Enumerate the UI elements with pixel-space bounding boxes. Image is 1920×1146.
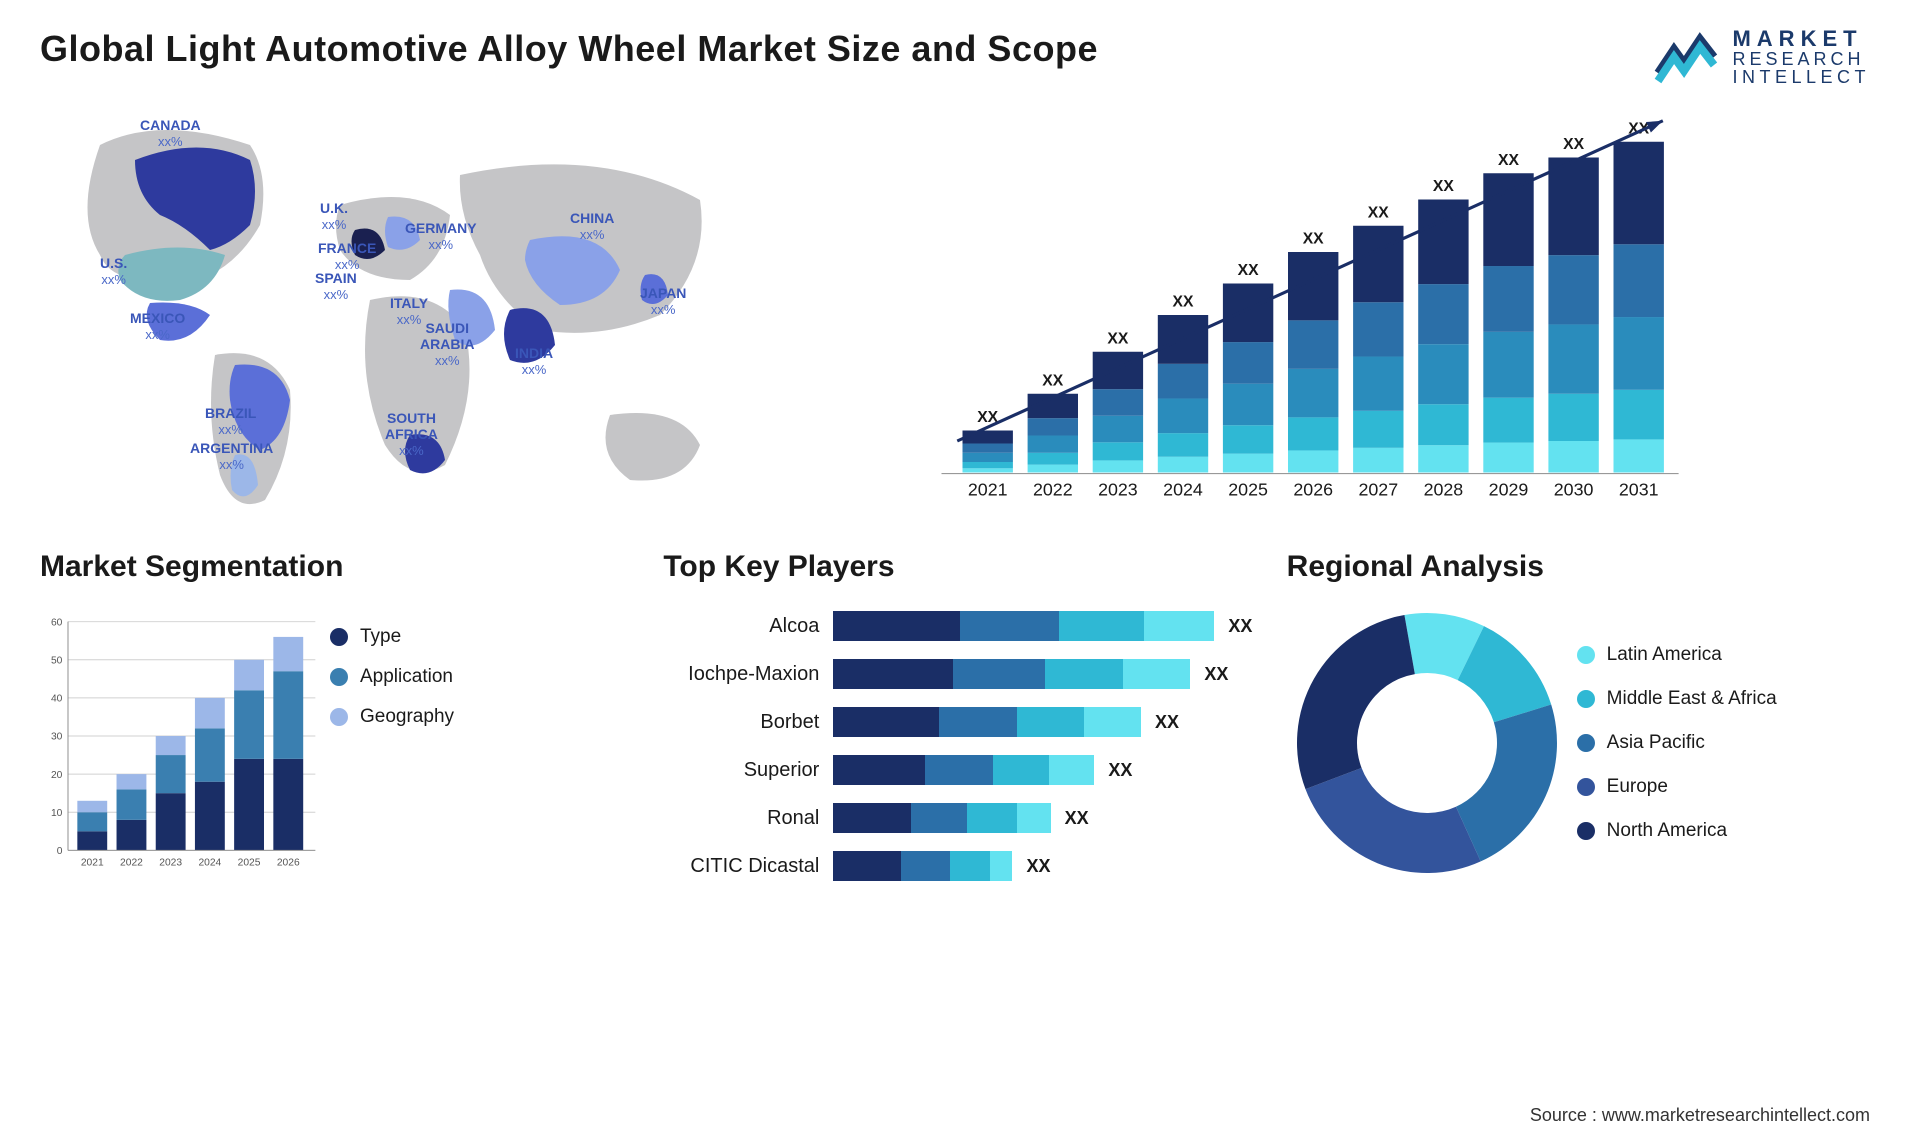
svg-text:XX: XX (1173, 294, 1194, 311)
map-country-label: U.S.xx% (100, 255, 127, 288)
svg-text:30: 30 (51, 732, 63, 743)
segmentation-legend: Type Application Geography (330, 596, 633, 890)
key-player-name: Iochpe-Maxion (663, 663, 833, 686)
svg-text:2028: 2028 (1424, 480, 1464, 500)
key-player-row: XX (833, 706, 1256, 738)
svg-text:XX: XX (1563, 136, 1584, 153)
svg-text:2030: 2030 (1554, 480, 1594, 500)
map-country-label: SAUDIARABIAxx% (420, 320, 474, 369)
regional-legend-item: Latin America (1577, 644, 1880, 666)
svg-text:XX: XX (1368, 204, 1389, 221)
key-player-name: Ronal (663, 807, 833, 830)
forecast-chart-svg: XX 2021 XX 2022 XX 2023 XX 2024 XX 2025 XX 2026 XX 20… (780, 105, 1880, 525)
key-players-title: Top Key Players (663, 550, 1256, 584)
logo-text-2: RESEARCH (1732, 50, 1870, 68)
key-player-value: XX (1108, 760, 1132, 781)
regional-legend-item: Europe (1577, 776, 1880, 798)
svg-text:10: 10 (51, 808, 63, 819)
key-player-row: XX (833, 802, 1256, 834)
svg-text:2025: 2025 (1228, 480, 1268, 500)
key-player-name: Superior (663, 759, 833, 782)
svg-text:XX: XX (1042, 372, 1063, 389)
key-players-panel: Top Key Players Alcoa Iochpe-Maxion Borbet… (663, 550, 1256, 890)
svg-text:2025: 2025 (238, 857, 261, 868)
svg-text:2029: 2029 (1489, 480, 1529, 500)
svg-text:60: 60 (51, 617, 63, 628)
brand-logo: MARKET RESEARCH INTELLECT (1654, 28, 1870, 86)
logo-mark-icon (1654, 29, 1720, 85)
svg-text:2026: 2026 (277, 857, 300, 868)
segmentation-legend-item: Geography (330, 706, 633, 728)
key-player-name: Borbet (663, 711, 833, 734)
key-players-names: Alcoa Iochpe-Maxion Borbet Superior Ronal CIT… (663, 596, 833, 890)
svg-text:50: 50 (51, 656, 63, 667)
map-country-label: GERMANYxx% (405, 220, 477, 253)
regional-legend-item: Asia Pacific (1577, 732, 1880, 754)
svg-text:XX: XX (1303, 231, 1324, 248)
map-country-label: JAPANxx% (640, 285, 686, 318)
page-title: Global Light Automotive Alloy Wheel Mark… (40, 28, 1880, 70)
key-player-row: XX (833, 610, 1256, 642)
map-country-label: MEXICOxx% (130, 310, 185, 343)
source-text: Source : www.marketresearchintellect.com (1530, 1105, 1870, 1126)
map-country-label: SPAINxx% (315, 270, 357, 303)
world-map: CANADAxx% U.S.xx%MEXICOxx% BRAZILxx%ARGENT… (40, 105, 740, 525)
svg-text:2022: 2022 (120, 857, 143, 868)
svg-text:20: 20 (51, 770, 63, 781)
segmentation-panel: Market Segmentation 0 10 20 30 40 50 60 2021 202… (40, 550, 633, 890)
forecast-chart: XX 2021 XX 2022 XX 2023 XX 2024 XX 2025 XX 2026 XX 20… (780, 105, 1880, 525)
regional-donut-svg (1287, 603, 1567, 883)
key-player-value: XX (1065, 808, 1089, 829)
svg-text:0: 0 (57, 846, 63, 857)
svg-text:2023: 2023 (1098, 480, 1138, 500)
svg-text:40: 40 (51, 694, 63, 705)
svg-text:2021: 2021 (968, 480, 1008, 500)
key-player-value: XX (1027, 856, 1051, 877)
key-player-row: XX (833, 754, 1256, 786)
regional-legend-item: Middle East & Africa (1577, 688, 1880, 710)
map-country-label: CANADAxx% (140, 117, 201, 150)
regional-title: Regional Analysis (1287, 550, 1880, 584)
key-player-name: Alcoa (663, 615, 833, 638)
svg-text:2021: 2021 (81, 857, 104, 868)
svg-text:2027: 2027 (1358, 480, 1398, 500)
key-player-value: XX (1228, 616, 1252, 637)
segmentation-legend-item: Type (330, 626, 633, 648)
map-country-label: ARGENTINAxx% (190, 440, 273, 473)
segmentation-legend-item: Application (330, 666, 633, 688)
logo-text-1: MARKET (1732, 28, 1870, 50)
regional-legend-item: North America (1577, 820, 1880, 842)
map-country-label: U.K.xx% (320, 200, 348, 233)
svg-text:XX: XX (1107, 330, 1128, 347)
map-country-label: BRAZILxx% (205, 405, 256, 438)
svg-text:2026: 2026 (1293, 480, 1333, 500)
segmentation-title: Market Segmentation (40, 550, 633, 584)
key-player-value: XX (1204, 664, 1228, 685)
svg-text:2024: 2024 (1163, 480, 1203, 500)
key-player-row: XX (833, 850, 1256, 882)
segmentation-chart-svg: 0 10 20 30 40 50 60 2021 2022 2023 2024 2025 2026 (40, 596, 320, 890)
svg-text:2024: 2024 (198, 857, 221, 868)
svg-text:2023: 2023 (159, 857, 182, 868)
svg-text:2031: 2031 (1619, 480, 1659, 500)
key-player-row: XX (833, 658, 1256, 690)
map-country-label: INDIAxx% (515, 345, 553, 378)
regional-panel: Regional Analysis Latin America Middle Ea… (1287, 550, 1880, 890)
map-country-label: CHINAxx% (570, 210, 614, 243)
map-country-label: SOUTHAFRICAxx% (385, 410, 438, 459)
svg-text:2022: 2022 (1033, 480, 1073, 500)
key-players-bars: XX XX XX XX XX XX (833, 596, 1256, 890)
svg-text:XX: XX (1238, 262, 1259, 279)
svg-text:XX: XX (1498, 152, 1519, 169)
key-player-value: XX (1155, 712, 1179, 733)
regional-legend: Latin America Middle East & Africa Asia Pa… (1577, 644, 1880, 842)
key-player-name: CITIC Dicastal (663, 855, 833, 878)
logo-text-3: INTELLECT (1732, 68, 1870, 86)
map-country-label: FRANCExx% (318, 240, 376, 273)
svg-text:XX: XX (1433, 178, 1454, 195)
